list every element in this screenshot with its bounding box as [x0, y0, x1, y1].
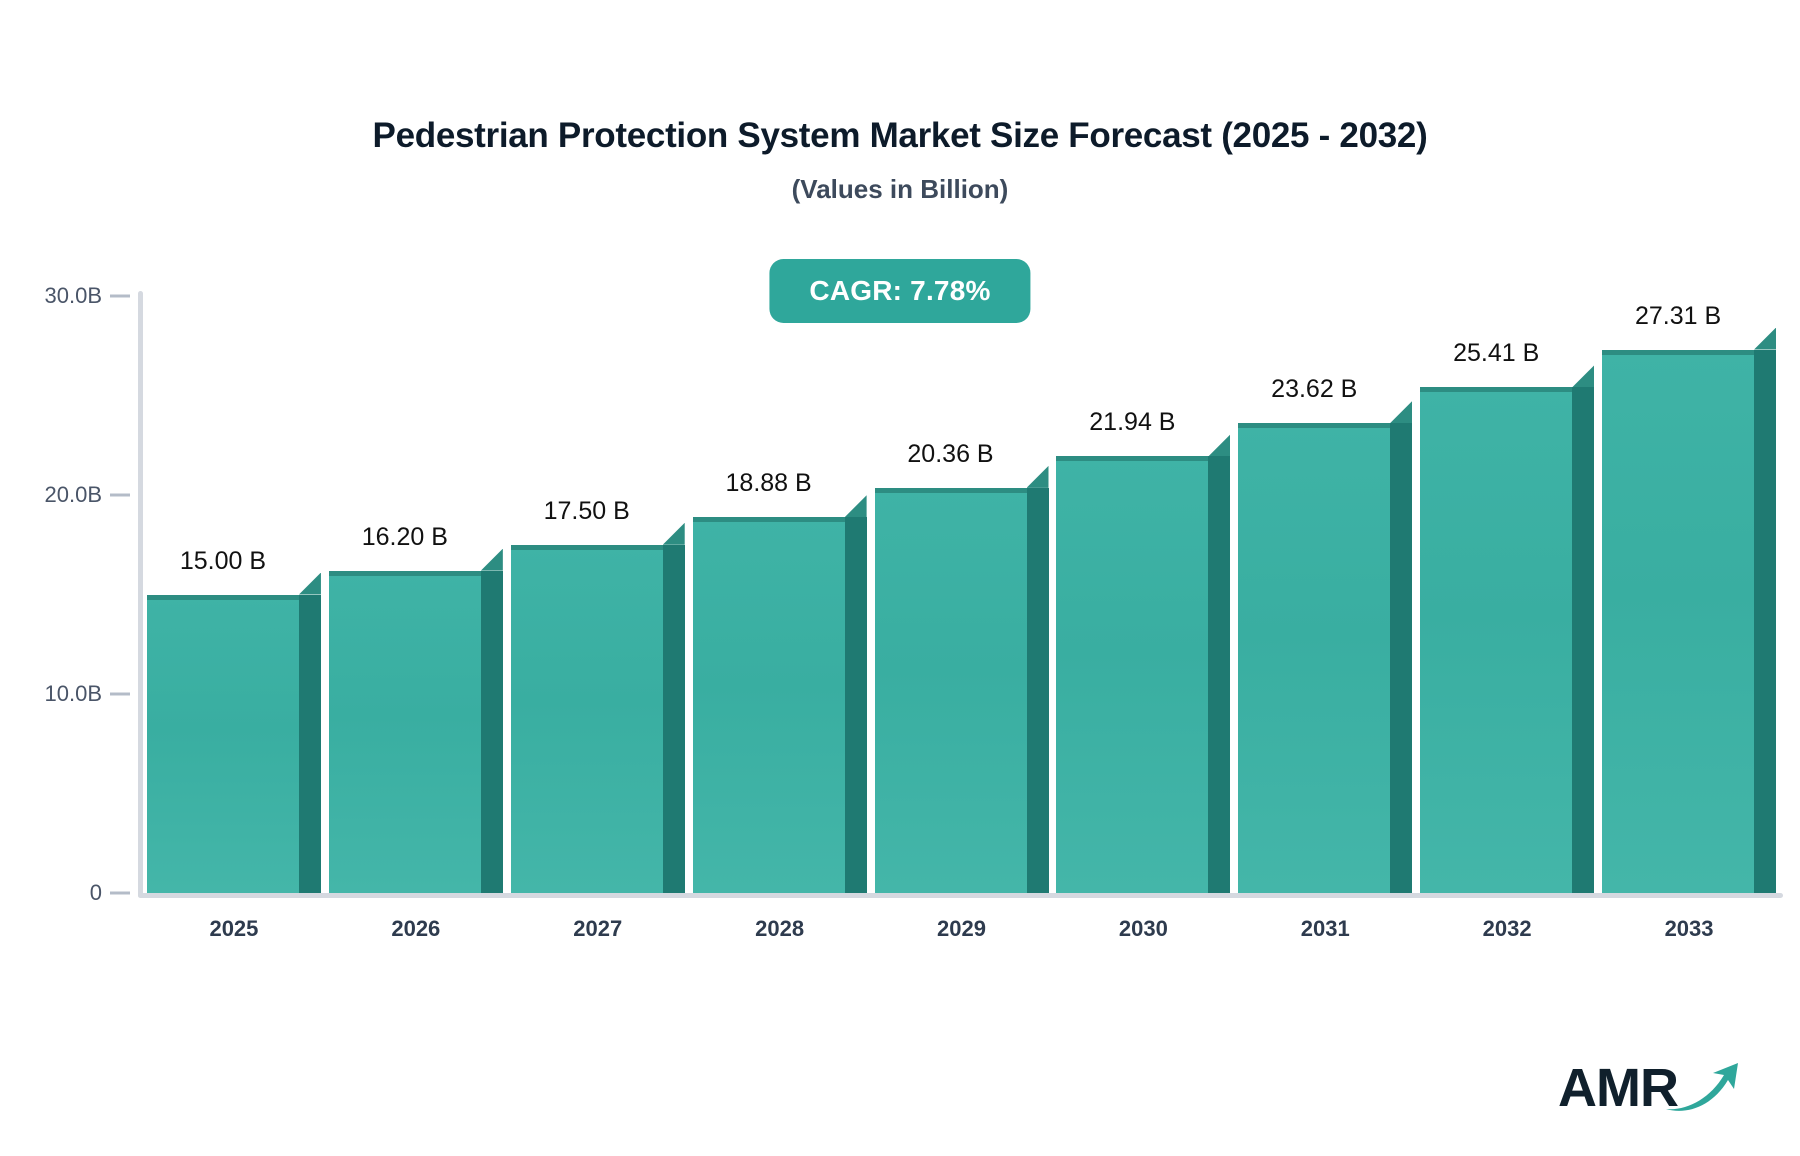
x-axis-tick-label: 2029 [937, 916, 986, 941]
bar-top-bevel [1208, 434, 1231, 457]
logo-wordmark: AMR [1558, 1057, 1679, 1118]
y-axis-line [138, 291, 143, 898]
bar-front-face [874, 487, 1027, 893]
bar-value-label: 15.00 B [179, 546, 267, 575]
bar-top-edge [1238, 422, 1391, 428]
bar-2032[interactable] [1420, 365, 1595, 893]
bar-value-label: 21.94 B [1089, 408, 1176, 437]
bar-top-edge [510, 544, 663, 550]
bar-top-edge [1602, 349, 1755, 355]
x-axis-tick-label: 2025 [209, 916, 259, 941]
bar-front-face [1238, 422, 1391, 893]
y-axis-tick-label: 0 [89, 880, 102, 905]
bar-top-bevel [1754, 327, 1777, 350]
bar-top-bevel [298, 572, 321, 595]
bar-side-face [480, 570, 503, 893]
x-axis-tick-label: 2026 [391, 916, 441, 941]
bar-top-bevel [662, 522, 685, 545]
x-axis-tick-label: 2030 [1118, 916, 1168, 941]
y-axis-tick-mark [110, 493, 130, 497]
chart-subtitle: (Values in Billion) [791, 174, 1009, 204]
y-axis-tick-label: 10.0B [44, 681, 103, 706]
bar-value-label: 27.31 B [1634, 301, 1722, 330]
bar-front-face [1602, 349, 1755, 893]
bar-2027[interactable] [510, 522, 685, 893]
bar-front-face [328, 570, 481, 893]
bar-side-face [1208, 456, 1231, 893]
bar-top-edge [692, 517, 845, 523]
bar-2025[interactable] [146, 572, 321, 893]
y-axis-tick-label: 30.0B [44, 283, 103, 308]
bar-front-face [1056, 456, 1209, 893]
y-axis-tick-mark [110, 692, 130, 696]
bar-value-label: 23.62 B [1271, 374, 1358, 403]
growth-arrow-icon [1664, 1059, 1742, 1120]
bar-front-face [1420, 387, 1573, 893]
bar-top-edge [1056, 456, 1209, 462]
bar-top-edge [874, 487, 1027, 493]
bar-2030[interactable] [1056, 434, 1231, 893]
bar-side-face [844, 517, 867, 893]
bar-top-edge [1420, 387, 1573, 393]
x-axis-tick-label: 2033 [1664, 916, 1714, 941]
x-axis-line [138, 893, 1783, 898]
bar-side-face [1026, 487, 1049, 893]
bar-side-face [662, 544, 685, 893]
bar-side-face [1754, 349, 1777, 893]
x-axis-tick-label: 2032 [1482, 916, 1532, 941]
bar-front-face [510, 544, 663, 893]
bar-top-bevel [1390, 400, 1413, 423]
x-axis-tick-label: 2031 [1300, 916, 1350, 941]
y-axis-tick-label: 20.0B [44, 482, 103, 507]
bar-2028[interactable] [692, 495, 867, 893]
bar-top-edge [328, 570, 481, 576]
bar-value-label: 16.20 B [361, 522, 448, 551]
bar-side-face [1572, 387, 1595, 893]
bar-top-bevel [844, 495, 867, 518]
bar-front-face [692, 517, 845, 893]
bar-top-bevel [1026, 465, 1049, 488]
bar-front-face [146, 594, 299, 893]
bar-side-face [298, 594, 321, 893]
bar-2033[interactable] [1602, 327, 1777, 893]
y-axis-tick-mark [110, 294, 130, 298]
amr-logo: AMR [1558, 1059, 1742, 1116]
bar-2029[interactable] [874, 465, 1049, 893]
bar-2031[interactable] [1238, 400, 1413, 893]
bar-value-label: 25.41 B [1453, 339, 1540, 368]
bar-value-label: 18.88 B [725, 469, 812, 498]
bar-top-bevel [1572, 365, 1595, 388]
page-title: Pedestrian Protection System Market Size… [372, 116, 1428, 155]
x-axis-tick-label: 2027 [573, 916, 623, 941]
y-axis-tick-mark [110, 891, 130, 895]
bar-value-label: 17.50 B [543, 496, 630, 525]
cagr-badge: CAGR: 7.78% [769, 259, 1031, 323]
bar-side-face [1390, 422, 1413, 893]
bar-top-bevel [480, 548, 503, 571]
bar-value-label: 20.36 B [907, 439, 994, 468]
bar-2026[interactable] [328, 548, 503, 893]
x-axis-tick-label: 2028 [755, 916, 805, 941]
bar-top-edge [146, 594, 299, 600]
